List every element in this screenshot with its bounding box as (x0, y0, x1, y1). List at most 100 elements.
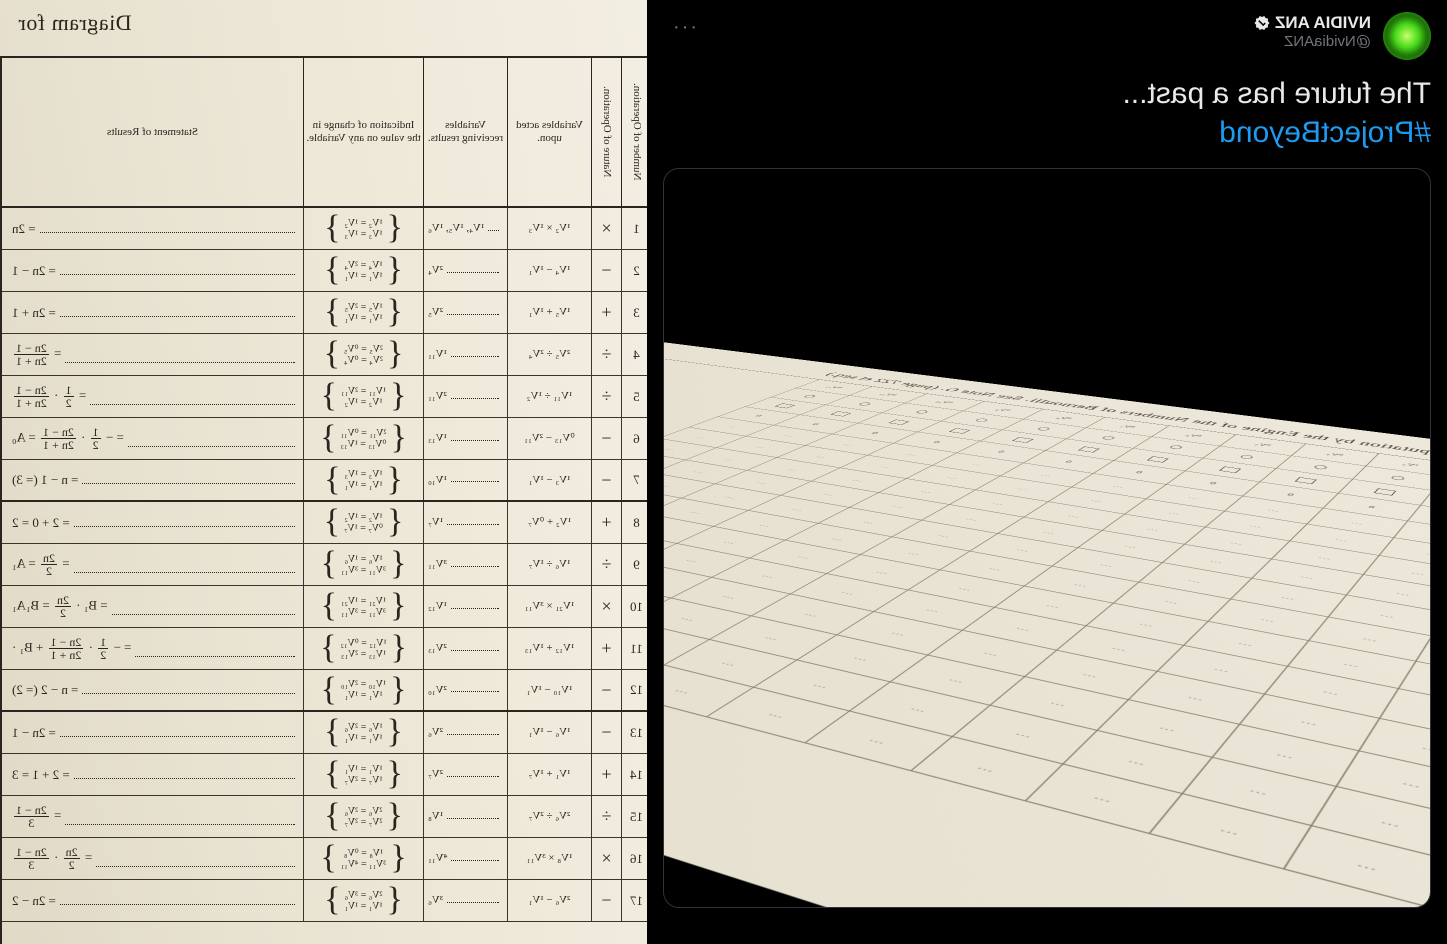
cell-receiving: ²V₆ (423, 712, 507, 753)
cell-statement: = 2n (2, 208, 303, 249)
cell-change: {¹V₂ = ¹V₂⁰V₇ = ¹V₇} (303, 502, 423, 543)
cell-operation: + (591, 628, 621, 669)
col-header-operation: Nature of Operation. (591, 58, 621, 206)
cell-operation: ÷ (591, 796, 621, 837)
cell-change: {²V₆ = ³V₆¹V₁ = ¹V₁} (303, 880, 423, 921)
cell-acted-upon: ¹V₁ + ¹V₇ (507, 754, 591, 795)
cell-change: {¹V₁ = ¹V₁¹V₇ = ²V₇} (303, 754, 423, 795)
cell-receiving: ¹V₁₁ (423, 334, 507, 375)
cell-change: {²V₆ = ²V₆²V₇ = ²V₇} (303, 796, 423, 837)
cell-number: 14 (621, 754, 647, 795)
cell-number: 4 (621, 334, 647, 375)
cell-statement: = 2n − 1 (2, 712, 303, 753)
cell-number: 17 (621, 880, 647, 921)
table-row: 8+¹V₂ + ⁰V₇¹V₇{¹V₂ = ¹V₂⁰V₇ = ¹V₇}= 2 + … (2, 502, 647, 544)
cell-number: 11 (621, 628, 647, 669)
table-row: 9÷¹V₆ ÷ ¹V₇³V₁₁{¹V₆ = ¹V₆³V₁₁ = ³V₁₁}= 2… (2, 544, 647, 586)
cell-statement: = 2n − 13 (2, 796, 303, 837)
cell-change: {¹V₁₀ = ²V₁₀¹V₁ = ¹V₁} (303, 670, 423, 710)
table-row: 15÷²V₆ ÷ ²V₇¹V₈{²V₆ = ²V₆²V₇ = ²V₇}= 2n … (2, 796, 647, 838)
cell-change: {¹V₆ = ²V₆¹V₁ = ¹V₁} (303, 712, 423, 753)
cell-acted-upon: ¹V₁₀ − ¹V₁ (507, 670, 591, 710)
bernoulli-diagram-document: Diagram for the computation by the Engin… (663, 331, 1431, 908)
cell-operation: − (591, 880, 621, 921)
col-header-number: Number of Operation. (621, 58, 647, 206)
avatar[interactable] (1383, 12, 1431, 60)
cell-acted-upon: ¹V₈ × ³V₁₁ (507, 838, 591, 879)
cell-statement: = 2n + 1 (2, 292, 303, 333)
cell-receiving: ³V₆ (423, 880, 507, 921)
cell-operation: + (591, 754, 621, 795)
cell-statement: = n − 2 (= 2) (2, 670, 303, 710)
table-row: 14+¹V₁ + ¹V₇²V₇{¹V₁ = ¹V₁¹V₇ = ²V₇}= 2 +… (2, 754, 647, 796)
cell-number: 7 (621, 460, 647, 500)
cell-change: {¹V₆ = ¹V₆³V₁₁ = ³V₁₁} (303, 544, 423, 585)
cell-operation: − (591, 712, 621, 753)
cell-statement: = 2n2 · 2n − 13 (2, 838, 303, 879)
cell-statement: = 2n − 2 (2, 880, 303, 921)
cell-number: 1 (621, 208, 647, 249)
cell-acted-upon: ⁰V₁₃ − ²V₁₁ (507, 418, 591, 459)
cell-receiving: ¹V₇ (423, 502, 507, 543)
table-row: 2−¹V₄ − ¹V₁²V₄{¹V₄ = ²V₄¹V₁ = ¹V₁}= 2n −… (2, 250, 647, 292)
tweet-hashtag[interactable]: #ProjectBeyond (1219, 116, 1431, 149)
cell-receiving: ¹V₈ (423, 796, 507, 837)
table-row: 7−¹V₃ − ¹V₁¹V₁₀{¹V₃ = ¹V₃¹V₁ = ¹V₁}= n −… (2, 460, 647, 502)
cell-change: {¹V₅ = ²V₅¹V₁ = ¹V₁} (303, 292, 423, 333)
cell-operation: − (591, 460, 621, 500)
table-row: 11+¹V₁₂ + ¹V₁₃²V₁₃{¹V₁₂ = ⁰V₁₂¹V₁₃ = ²V₁… (2, 628, 647, 670)
media-scene: Diagram for the computation by the Engin… (664, 169, 1430, 907)
operations-table: Number of Operation. Nature of Operation… (0, 56, 647, 944)
cell-number: 15 (621, 796, 647, 837)
cell-receiving: ¹V₁₂ (423, 586, 507, 627)
tweet-media-card[interactable]: Diagram for the computation by the Engin… (663, 168, 1431, 908)
cell-statement: = 2 + 0 = 2 (2, 502, 303, 543)
cell-number: 8 (621, 502, 647, 543)
cell-acted-upon: ¹V₁₂ + ¹V₁₃ (507, 628, 591, 669)
tweet-text-line: The future has a past... (1122, 77, 1431, 110)
cell-change: {¹V₈ = ⁰V₈³V₁₁ = ⁴V₁₁} (303, 838, 423, 879)
cell-statement: = − 12 · 2n − 12n + 1 + B₁ · (2, 628, 303, 669)
cell-operation: − (591, 670, 621, 710)
cell-receiving: ¹V₁₀ (423, 460, 507, 500)
table-row: 6−⁰V₁₃ − ²V₁₁¹V₁₃{²V₁₁ = ⁰V₁₁⁰V₁₃ = ¹V₁₃… (2, 418, 647, 460)
cell-statement: = 2n2 = A₁ (2, 544, 303, 585)
cell-operation: − (591, 250, 621, 291)
table-row: 12−¹V₁₀ − ¹V₁²V₁₀{¹V₁₀ = ²V₁₀¹V₁ = ¹V₁}=… (2, 670, 647, 712)
cell-receiving: ³V₁₁ (423, 544, 507, 585)
col-header-statement: Statement of Results (2, 58, 303, 206)
cell-acted-upon: ²V₆ − ¹V₁ (507, 880, 591, 921)
table-header-row: Number of Operation. Nature of Operation… (2, 58, 647, 208)
cell-acted-upon: ¹V₅ + ¹V₁ (507, 292, 591, 333)
cell-acted-upon: ¹V₂ + ⁰V₇ (507, 502, 591, 543)
cell-acted-upon: ¹V₂ × ¹V₃ (507, 208, 591, 249)
cell-receiving: ⁴V₁₁ (423, 838, 507, 879)
cell-receiving: ²V₁₀ (423, 670, 507, 710)
cell-statement: = 12 · 2n − 12n + 1 (2, 376, 303, 417)
cell-acted-upon: ²V₆ ÷ ²V₇ (507, 796, 591, 837)
page-title: Diagram for (18, 10, 132, 36)
cell-receiving: ²V₄ (423, 250, 507, 291)
cell-receiving: ¹V₄, ¹V₅, ¹V₆ (423, 208, 507, 249)
cell-receiving: ²V₇ (423, 754, 507, 795)
more-button[interactable]: ··· (663, 12, 705, 43)
tweet-panel: NVIDIA ANZ @NvidiaANZ ··· The future has… (647, 0, 1447, 944)
cell-operation: + (591, 292, 621, 333)
cell-statement: = B₁ · 2n2 = B₁A₁ (2, 586, 303, 627)
cell-number: 13 (621, 712, 647, 753)
account-handle[interactable]: @NvidiaANZ (1253, 33, 1371, 52)
cell-change: {¹V₂₁ = ¹V₂₁³V₁₁ = ³V₁₁} (303, 586, 423, 627)
cell-operation: × (591, 208, 621, 249)
cell-acted-upon: ¹V₁₁ ÷ ¹V₂ (507, 376, 591, 417)
cell-acted-upon: ¹V₆ − ¹V₁ (507, 712, 591, 753)
scan-panel: Diagram for Number of Operation. Nature … (0, 0, 647, 944)
table-row: 16×¹V₈ × ³V₁₁⁴V₁₁{¹V₈ = ⁰V₈³V₁₁ = ⁴V₁₁}=… (2, 838, 647, 880)
table-row: 13−¹V₆ − ¹V₁²V₆{¹V₆ = ²V₆¹V₁ = ¹V₁}= 2n … (2, 712, 647, 754)
cell-receiving: ¹V₁₃ (423, 418, 507, 459)
cell-operation: × (591, 586, 621, 627)
cell-number: 12 (621, 670, 647, 710)
document-grid: ¹V₁¹V₂¹V₃⁰V₄⁰V₅⁰V₆⁰V₇⁰V₈⁰V₉⁰V₁₀⁰V₁₁⁰V₁₂1… (663, 344, 1431, 908)
cell-operation: + (591, 502, 621, 543)
tweet-name-row[interactable]: NVIDIA ANZ (1253, 12, 1371, 33)
table-row: 1×¹V₂ × ¹V₃¹V₄, ¹V₅, ¹V₆{¹V₂ = ¹V₂¹V₃ = … (2, 208, 647, 250)
